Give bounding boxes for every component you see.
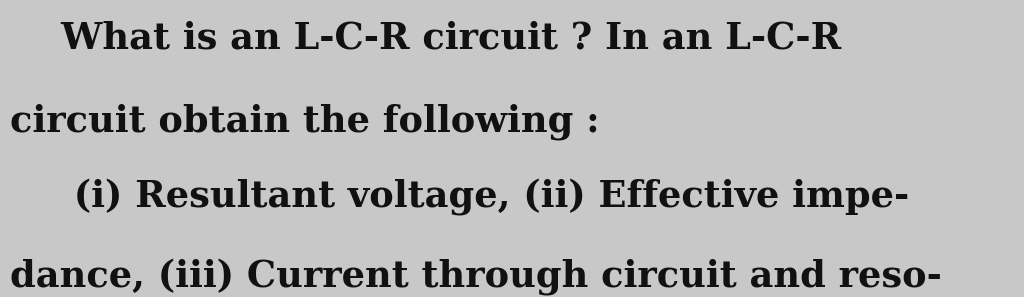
Text: dance, (iii) Current through circuit and reso-: dance, (iii) Current through circuit and… [10, 258, 942, 296]
Text: circuit obtain the following :: circuit obtain the following : [10, 104, 600, 140]
Text: What is an L-C-R circuit ? In an L-C-R: What is an L-C-R circuit ? In an L-C-R [10, 21, 842, 57]
Text: (i) Resultant voltage, (ii) Effective impe-: (i) Resultant voltage, (ii) Effective im… [10, 178, 909, 215]
